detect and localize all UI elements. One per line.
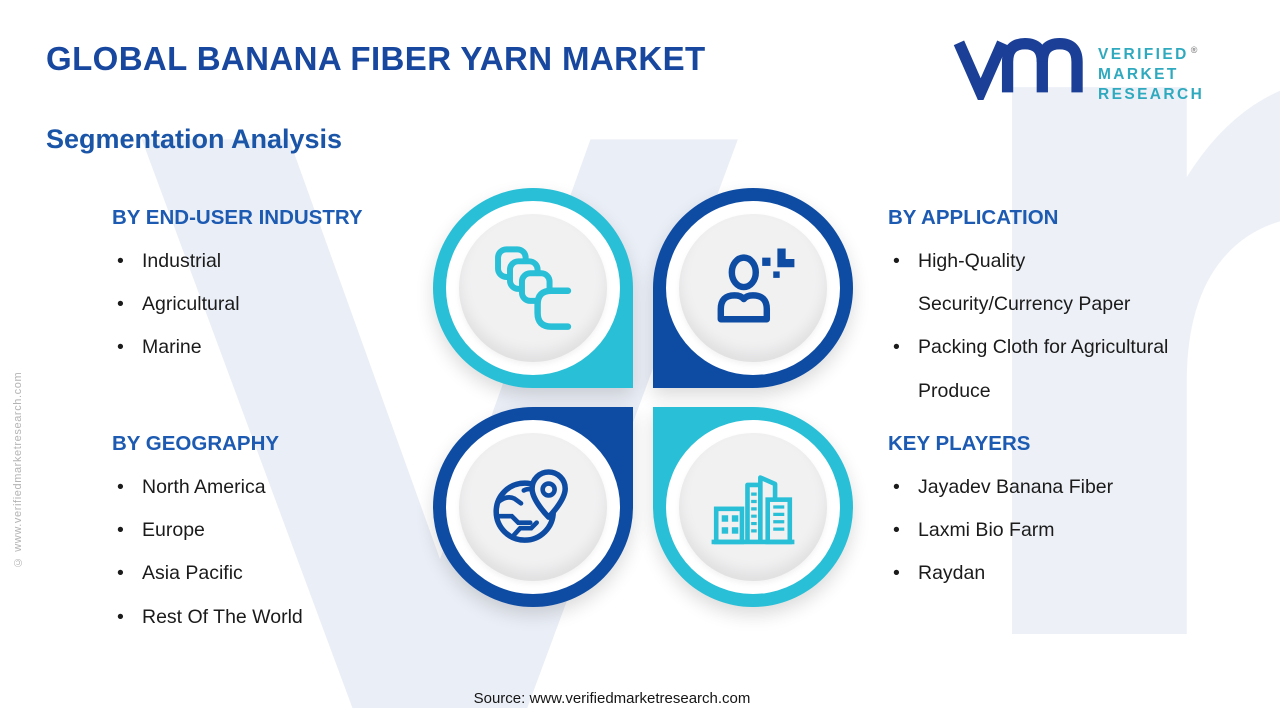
list-item: Industrial <box>112 240 412 283</box>
quadrant-disc <box>459 214 607 362</box>
registered-mark: ® <box>1190 45 1198 55</box>
list-item: North America <box>112 466 412 509</box>
brand-line: MARKET <box>1098 66 1179 84</box>
list-item: Rest Of The World <box>112 596 412 639</box>
brand-wordmark: VERIFIED ® MARKET RESEARCH <box>1098 40 1204 105</box>
globe-pin-icon <box>493 469 568 543</box>
section-heading-geography: BY GEOGRAPHY <box>112 432 280 455</box>
list-item: Jayadev Banana Fiber <box>888 466 1188 509</box>
page-subtitle: Segmentation Analysis <box>46 124 343 154</box>
list-item: High-Quality Security/Currency Paper <box>888 240 1178 326</box>
source-text: Source: www.verifiedmarketresearch.com <box>473 690 751 707</box>
section-heading-key-players: KEY PLAYERS <box>888 432 1031 455</box>
list-item: Laxmi Bio Farm <box>888 509 1188 552</box>
list-item: Europe <box>112 509 412 552</box>
page-title: GLOBAL BANANA FIBER YARN MARKET <box>46 40 706 77</box>
list-item: Asia Pacific <box>112 552 412 595</box>
geography-list: North America Europe Asia Pacific Rest O… <box>112 466 412 639</box>
brand-logo: VERIFIED ® MARKET RESEARCH <box>952 36 1204 105</box>
side-copyright-watermark: © www.verifiedmarketresearch.com <box>12 371 24 568</box>
list-item: Marine <box>112 326 412 369</box>
buildings-icon <box>711 475 795 545</box>
quadrant-disc <box>679 214 827 362</box>
layers-icon <box>495 246 572 330</box>
quadrant-disc <box>459 433 607 581</box>
vm-monogram-icon <box>953 38 1083 100</box>
section-heading-application: BY APPLICATION <box>888 206 1059 229</box>
list-item: Agricultural <box>112 283 412 326</box>
quadrant-key-players <box>653 407 853 607</box>
list-item: Packing Cloth for Agricultural Produce <box>888 326 1178 412</box>
quadrant-end-user-industry <box>433 188 633 388</box>
person-icon <box>717 248 795 323</box>
list-item: Raydan <box>888 552 1188 595</box>
quadrant-geography <box>433 407 633 607</box>
quadrant-disc <box>679 433 827 581</box>
key-players-list: Jayadev Banana Fiber Laxmi Bio Farm Rayd… <box>888 466 1188 596</box>
brand-line: VERIFIED <box>1098 46 1189 64</box>
quadrant-application <box>653 188 853 388</box>
brand-line: RESEARCH <box>1098 86 1205 104</box>
end-user-industry-list: Industrial Agricultural Marine <box>112 240 412 370</box>
section-heading-end-user-industry: BY END-USER INDUSTRY <box>112 206 363 229</box>
application-list: High-Quality Security/Currency Paper Pac… <box>888 240 1178 413</box>
